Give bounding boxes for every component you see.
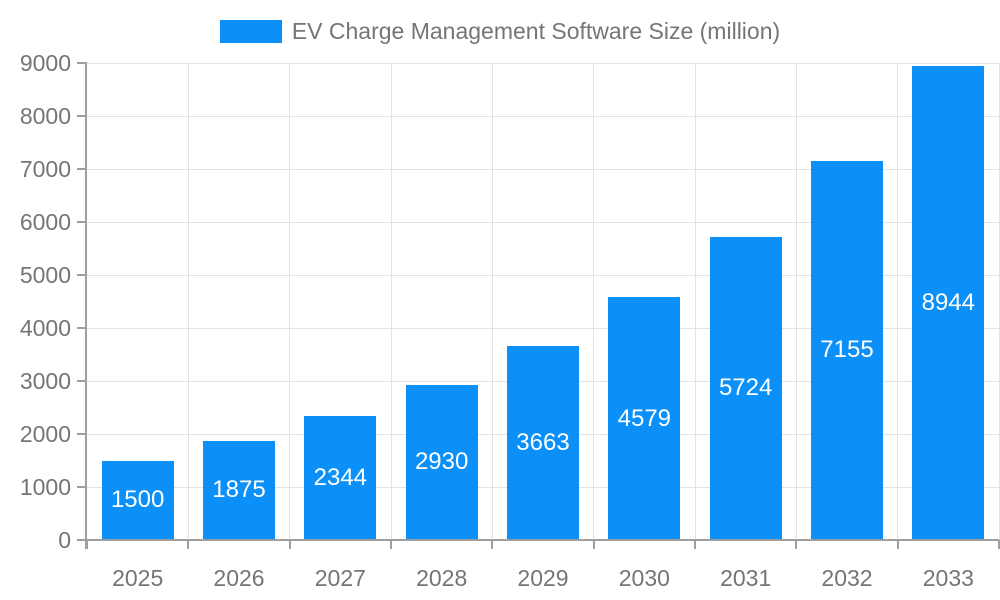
x-axis-tick [390,540,392,549]
bar-value-label: 3663 [516,428,570,456]
gridline-horizontal [87,274,999,276]
gridline-vertical [694,63,696,540]
y-axis-tick [77,115,87,117]
gridline-vertical [795,63,797,540]
x-tick-label: 2027 [314,565,366,591]
x-axis-tick [86,540,88,549]
bar-2031[interactable]: 5724 [709,236,782,540]
y-axis-tick [77,274,87,276]
bar-value-label: 4579 [617,404,672,432]
y-axis-tick [77,539,87,541]
y-axis-tick [77,168,87,170]
gridline-horizontal [87,327,999,329]
bar-2026[interactable]: 1875 [203,440,275,540]
y-tick-label: 3000 [19,368,71,394]
x-tick-label: 2031 [720,565,772,591]
gridline-vertical [593,63,595,540]
gridline-horizontal [87,168,999,170]
y-axis-tick [77,62,87,64]
y-axis-line [85,63,87,549]
y-tick-label: 6000 [19,209,71,235]
gridline-vertical [187,63,189,540]
gridline-horizontal [87,115,999,117]
x-axis-tick [491,540,494,549]
x-axis-tick [592,540,595,549]
gridline-vertical [289,63,291,540]
chart-legend-item[interactable]: EV Charge Management Software Size (mill… [0,17,1000,45]
y-axis-tick [77,380,87,382]
x-axis-tick [795,540,798,549]
bar-2027[interactable]: 2344 [304,415,377,540]
bar-value-label: 8944 [921,288,976,316]
gridline-vertical [998,63,1000,540]
bar-2025[interactable]: 1500 [101,460,174,540]
x-axis-line [87,539,999,541]
y-tick-label: 9000 [19,50,71,76]
bar-value-label: 7155 [820,336,874,364]
x-tick-label: 2030 [618,565,670,591]
x-tick-label: 2028 [416,565,468,591]
x-tick-label: 2026 [213,565,265,591]
bar-value-label: 5724 [718,374,773,402]
y-tick-label: 8000 [19,103,71,129]
x-tick-label: 2032 [821,565,873,591]
y-tick-label: 1000 [19,474,71,500]
y-tick-label: 4000 [19,315,71,341]
bar-value-label: 2344 [313,463,368,491]
y-axis-tick [77,221,87,223]
bar-value-label: 2930 [414,448,469,476]
y-axis-tick [77,486,87,488]
y-tick-label: 2000 [19,421,71,447]
x-axis-tick [187,540,190,549]
gridline-vertical [390,63,392,540]
bar-2030[interactable]: 4579 [608,297,681,540]
x-axis-tick [998,540,1000,549]
y-tick-label: 5000 [19,262,71,288]
y-tick-label: 0 [58,527,71,553]
bar-value-label: 1500 [110,486,165,514]
bar-value-label: 1875 [212,476,266,504]
legend-swatch [219,19,282,43]
x-tick-label: 2033 [922,565,974,591]
x-axis-tick [288,540,291,549]
x-axis-tick [694,540,696,549]
bar-2033[interactable]: 8944 [912,65,985,540]
y-axis-tick [77,433,87,435]
x-axis-tick [896,540,899,549]
x-tick-label: 2029 [517,565,569,591]
gridline-vertical [897,63,899,540]
x-tick-label: 2025 [112,565,164,591]
y-tick-label: 7000 [19,156,71,182]
bar-2029[interactable]: 3663 [507,345,579,540]
bar-2032[interactable]: 7155 [811,160,883,540]
gridline-horizontal [87,221,999,223]
y-axis-tick [77,327,87,329]
bar-2028[interactable]: 2930 [405,384,478,540]
gridline-horizontal [87,62,999,64]
gridline-vertical [491,63,493,540]
legend-label: EV Charge Management Software Size (mill… [291,17,781,44]
